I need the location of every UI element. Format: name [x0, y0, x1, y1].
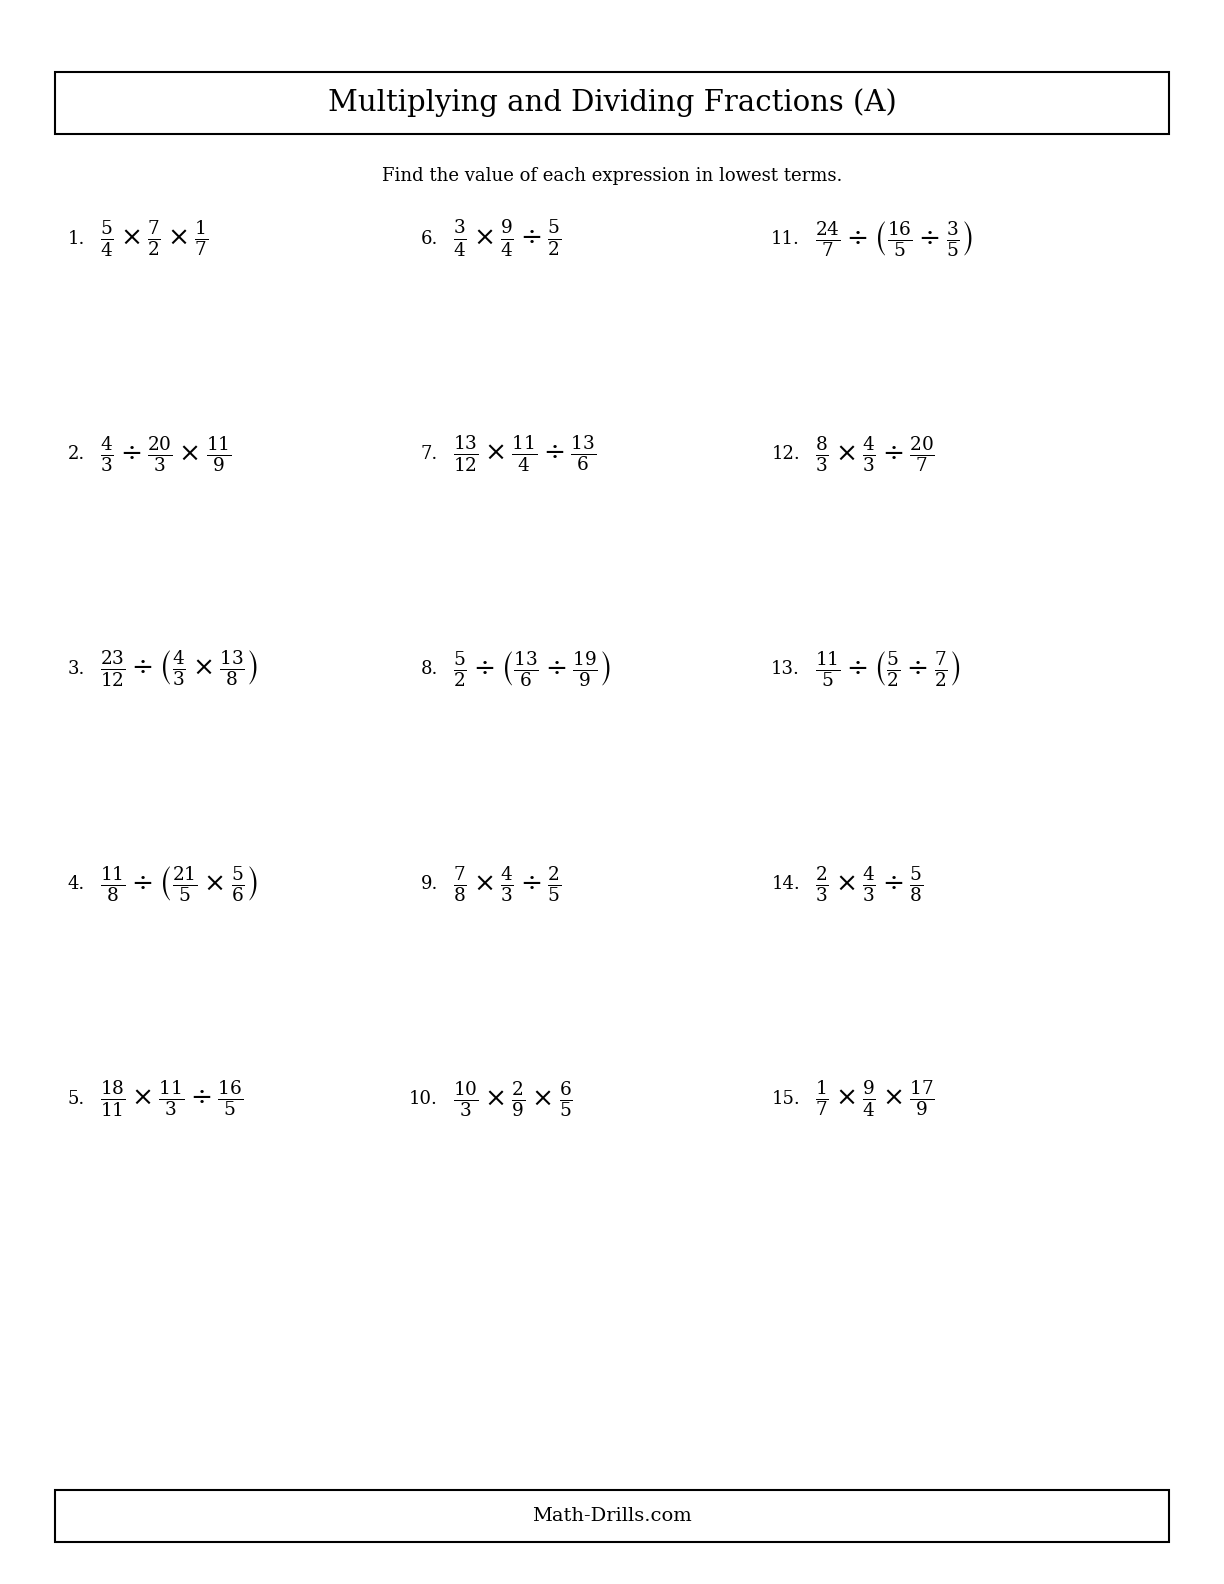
Text: 14.: 14.	[771, 874, 800, 893]
Text: 3.: 3.	[67, 661, 84, 678]
Text: $\frac{23}{12} \div \left(\frac{4}{3} \times \frac{13}{8}\right)$: $\frac{23}{12} \div \left(\frac{4}{3} \t…	[100, 649, 257, 689]
Text: $\frac{5}{4} \times \frac{7}{2} \times \frac{1}{7}$: $\frac{5}{4} \times \frac{7}{2} \times \…	[100, 219, 208, 260]
Text: 5.: 5.	[67, 1090, 84, 1107]
Text: 13.: 13.	[771, 661, 800, 678]
Text: 9.: 9.	[421, 874, 438, 893]
FancyBboxPatch shape	[55, 71, 1169, 135]
Text: 6.: 6.	[421, 230, 438, 249]
Text: $\frac{2}{3} \times \frac{4}{3} \div \frac{5}{8}$: $\frac{2}{3} \times \frac{4}{3} \div \fr…	[815, 865, 923, 904]
Text: $\frac{18}{11} \times \frac{11}{3} \div \frac{16}{5}$: $\frac{18}{11} \times \frac{11}{3} \div …	[100, 1079, 244, 1120]
Text: 7.: 7.	[421, 445, 438, 463]
Text: Find the value of each expression in lowest terms.: Find the value of each expression in low…	[382, 166, 842, 185]
FancyBboxPatch shape	[55, 1491, 1169, 1541]
Text: 8.: 8.	[421, 661, 438, 678]
Text: 11.: 11.	[771, 230, 800, 249]
Text: 10.: 10.	[409, 1090, 438, 1107]
Text: $\frac{5}{2} \div \left(\frac{13}{6} \div \frac{19}{9}\right)$: $\frac{5}{2} \div \left(\frac{13}{6} \di…	[453, 649, 611, 689]
Text: $\frac{11}{5} \div \left(\frac{5}{2} \div \frac{7}{2}\right)$: $\frac{11}{5} \div \left(\frac{5}{2} \di…	[815, 649, 961, 689]
Text: Math-Drills.com: Math-Drills.com	[532, 1506, 692, 1525]
Text: $\frac{4}{3} \div \frac{20}{3} \times \frac{11}{9}$: $\frac{4}{3} \div \frac{20}{3} \times \f…	[100, 434, 231, 474]
Text: $\frac{11}{8} \div \left(\frac{21}{5} \times \frac{5}{6}\right)$: $\frac{11}{8} \div \left(\frac{21}{5} \t…	[100, 865, 257, 904]
Text: $\frac{13}{12} \times \frac{11}{4} \div \frac{13}{6}$: $\frac{13}{12} \times \frac{11}{4} \div …	[453, 434, 596, 474]
Text: $\frac{3}{4} \times \frac{9}{4} \div \frac{5}{2}$: $\frac{3}{4} \times \frac{9}{4} \div \fr…	[453, 219, 561, 260]
Text: 1.: 1.	[67, 230, 84, 249]
Text: 15.: 15.	[771, 1090, 800, 1107]
Text: $\frac{8}{3} \times \frac{4}{3} \div \frac{20}{7}$: $\frac{8}{3} \times \frac{4}{3} \div \fr…	[815, 434, 935, 474]
Text: Multiplying and Dividing Fractions (A): Multiplying and Dividing Fractions (A)	[328, 89, 896, 117]
Text: $\frac{24}{7} \div \left(\frac{16}{5} \div \frac{3}{5}\right)$: $\frac{24}{7} \div \left(\frac{16}{5} \d…	[815, 219, 973, 258]
Text: $\frac{10}{3} \times \frac{2}{9} \times \frac{6}{5}$: $\frac{10}{3} \times \frac{2}{9} \times …	[453, 1079, 573, 1118]
Text: $\frac{7}{8} \times \frac{4}{3} \div \frac{2}{5}$: $\frac{7}{8} \times \frac{4}{3} \div \fr…	[453, 865, 561, 904]
Text: 12.: 12.	[771, 445, 800, 463]
Text: 4.: 4.	[67, 874, 84, 893]
Text: $\frac{1}{7} \times \frac{9}{4} \times \frac{17}{9}$: $\frac{1}{7} \times \frac{9}{4} \times \…	[815, 1079, 935, 1120]
Text: 2.: 2.	[67, 445, 84, 463]
